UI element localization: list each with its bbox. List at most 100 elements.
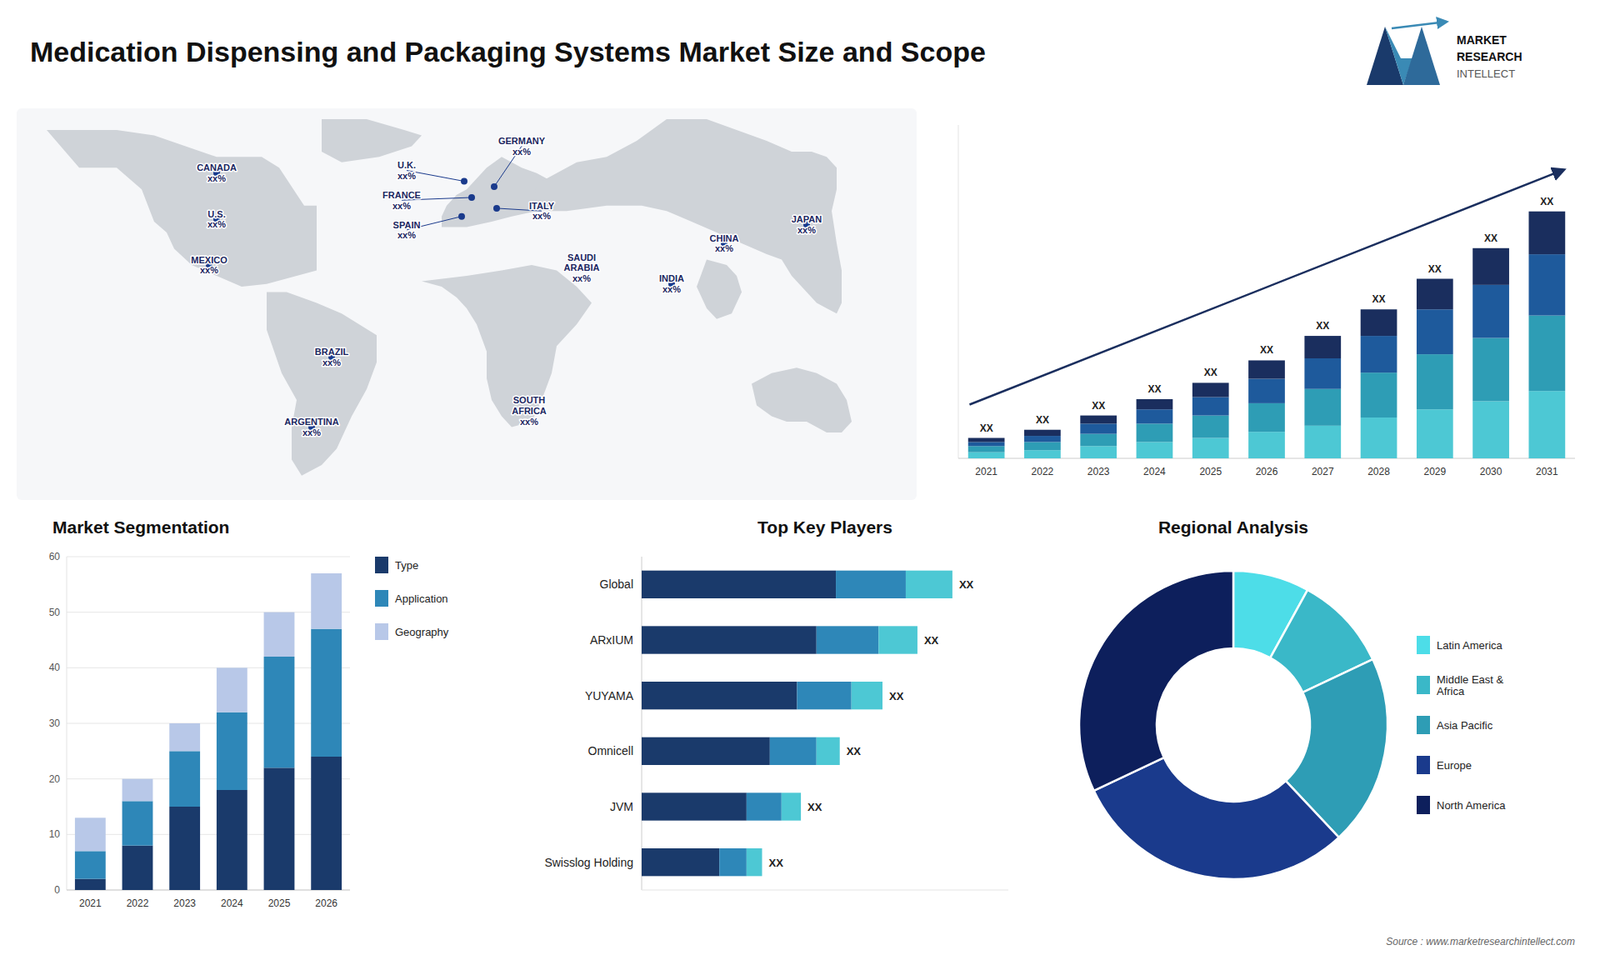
total-label: XX [1260,344,1274,356]
chart-title-line: Top Key Players [757,517,893,537]
total-label: XX [889,689,905,702]
continent [751,367,852,433]
bar-segment [746,792,782,820]
bar-segment [641,848,720,876]
bar-segment [1529,390,1566,459]
bar-segment [169,723,200,751]
bar-segment [770,737,817,765]
country-marker [458,213,465,220]
country-marker [490,183,498,190]
tick-label: 50 [49,606,61,619]
legend-label-line: Asia Pacific [1436,719,1494,732]
legend-label: North America [1436,799,1506,812]
category-label: 2021 [79,897,102,910]
value-axis [66,556,68,890]
bar-segment [905,570,953,599]
category-label-line: 2027 [1311,465,1335,478]
category-label: Swisslog Holding [544,855,634,870]
category-label: 2022 [126,897,150,910]
bar-segment [1416,409,1454,459]
category-label: YUYAMA [585,689,635,703]
category-label-line: 2023 [1087,465,1110,478]
bar-segment [1529,211,1566,255]
category-label-line: 2031 [1535,465,1559,478]
bar-segment [1304,425,1341,459]
legend-label: Geography [395,625,450,639]
country-label-line: xx% [532,210,551,221]
total-label-line: XX [1091,400,1105,412]
logo-text: RESEARCH [1456,50,1523,64]
bar-segment [169,806,200,890]
logo-text-line: INTELLECT [1456,67,1515,80]
bar-segment [641,570,836,599]
country-label-line: xx% [207,173,226,184]
bar-segment [1304,389,1341,426]
legend-label-line: Application [395,592,449,605]
bar-chart: Top Key PlayersGlobalARxIUMYUYAMAOmnicel… [544,517,1009,891]
total-label: XX [1540,195,1554,208]
category-axis [66,890,350,891]
country-label-line: xx% [392,200,411,211]
legend-swatch [1416,795,1430,815]
country-label: JAPANxx% [791,214,823,235]
bar-segment [1248,431,1285,459]
country-label: SAUDIARABIAxx% [564,252,600,284]
bar-segment [816,625,880,654]
country-label: MEXICOxx% [190,255,228,276]
bar-segment [122,779,154,802]
total-label-line: XX [1035,414,1050,426]
grid-line [66,723,350,725]
total-label-line: XX [1372,293,1386,305]
tick-label: 40 [49,661,61,674]
total-label-line: XX [959,578,975,591]
bar-segment [1472,285,1510,339]
country-label: U.K.xx% [397,160,416,181]
value-axis [641,890,1009,891]
country-label: ARGENTINAxx% [284,416,339,438]
country-label-line: xx% [662,284,681,295]
category-label: 2026 [315,897,338,910]
legend-label-line: Geography [395,625,450,639]
legend-label-line: Type [395,559,419,572]
bar-segment [641,681,797,710]
category-label: 2023 [173,897,196,910]
bar-segment [1472,400,1510,459]
tick-label-line: 50 [49,606,61,619]
category-label-line: ARxIUM [590,633,634,647]
total-label-line: XX [1315,320,1330,332]
total-label: XX [768,855,784,869]
pie-slice [1079,570,1234,791]
total-label-line: XX [1204,366,1218,379]
tick-label-line: 10 [49,828,61,840]
category-label-line: 2021 [79,897,102,910]
bar-chart: 2021202220232024202520262027202820292030… [958,125,1575,478]
tick-label: 60 [49,550,61,563]
bar-segment [851,681,883,710]
category-label: 2024 [1143,465,1166,478]
logo-text: INTELLECT [1456,67,1515,80]
bar-segment [1024,430,1061,436]
total-label-line: XX [768,855,784,869]
bar-segment [216,667,248,712]
legend-swatch [1416,675,1430,695]
bar-segment [1360,372,1398,418]
country-label: GERMANYxx% [498,135,546,157]
legend-swatch [375,556,389,574]
source-text: Source : www.marketresearchintellect.com [1385,935,1575,948]
bar-segment [1304,335,1341,359]
category-label: 2027 [1311,465,1335,478]
category-label-line: 2028 [1367,465,1390,478]
category-label: 2024 [220,897,244,910]
legend-label: Latin America [1436,639,1504,652]
category-label: 2021 [975,465,998,478]
category-label: 2028 [1367,465,1390,478]
total-label-line: XX [980,422,994,435]
country-label-line: SPAIN [393,220,421,230]
grid-line [66,667,350,669]
bar-segment [968,452,1005,459]
bar-segment [264,612,295,657]
category-label: 2026 [1255,465,1279,478]
category-label-line: 2021 [975,465,998,478]
map-background [16,108,917,500]
country-label-line: CANADA [196,162,237,173]
